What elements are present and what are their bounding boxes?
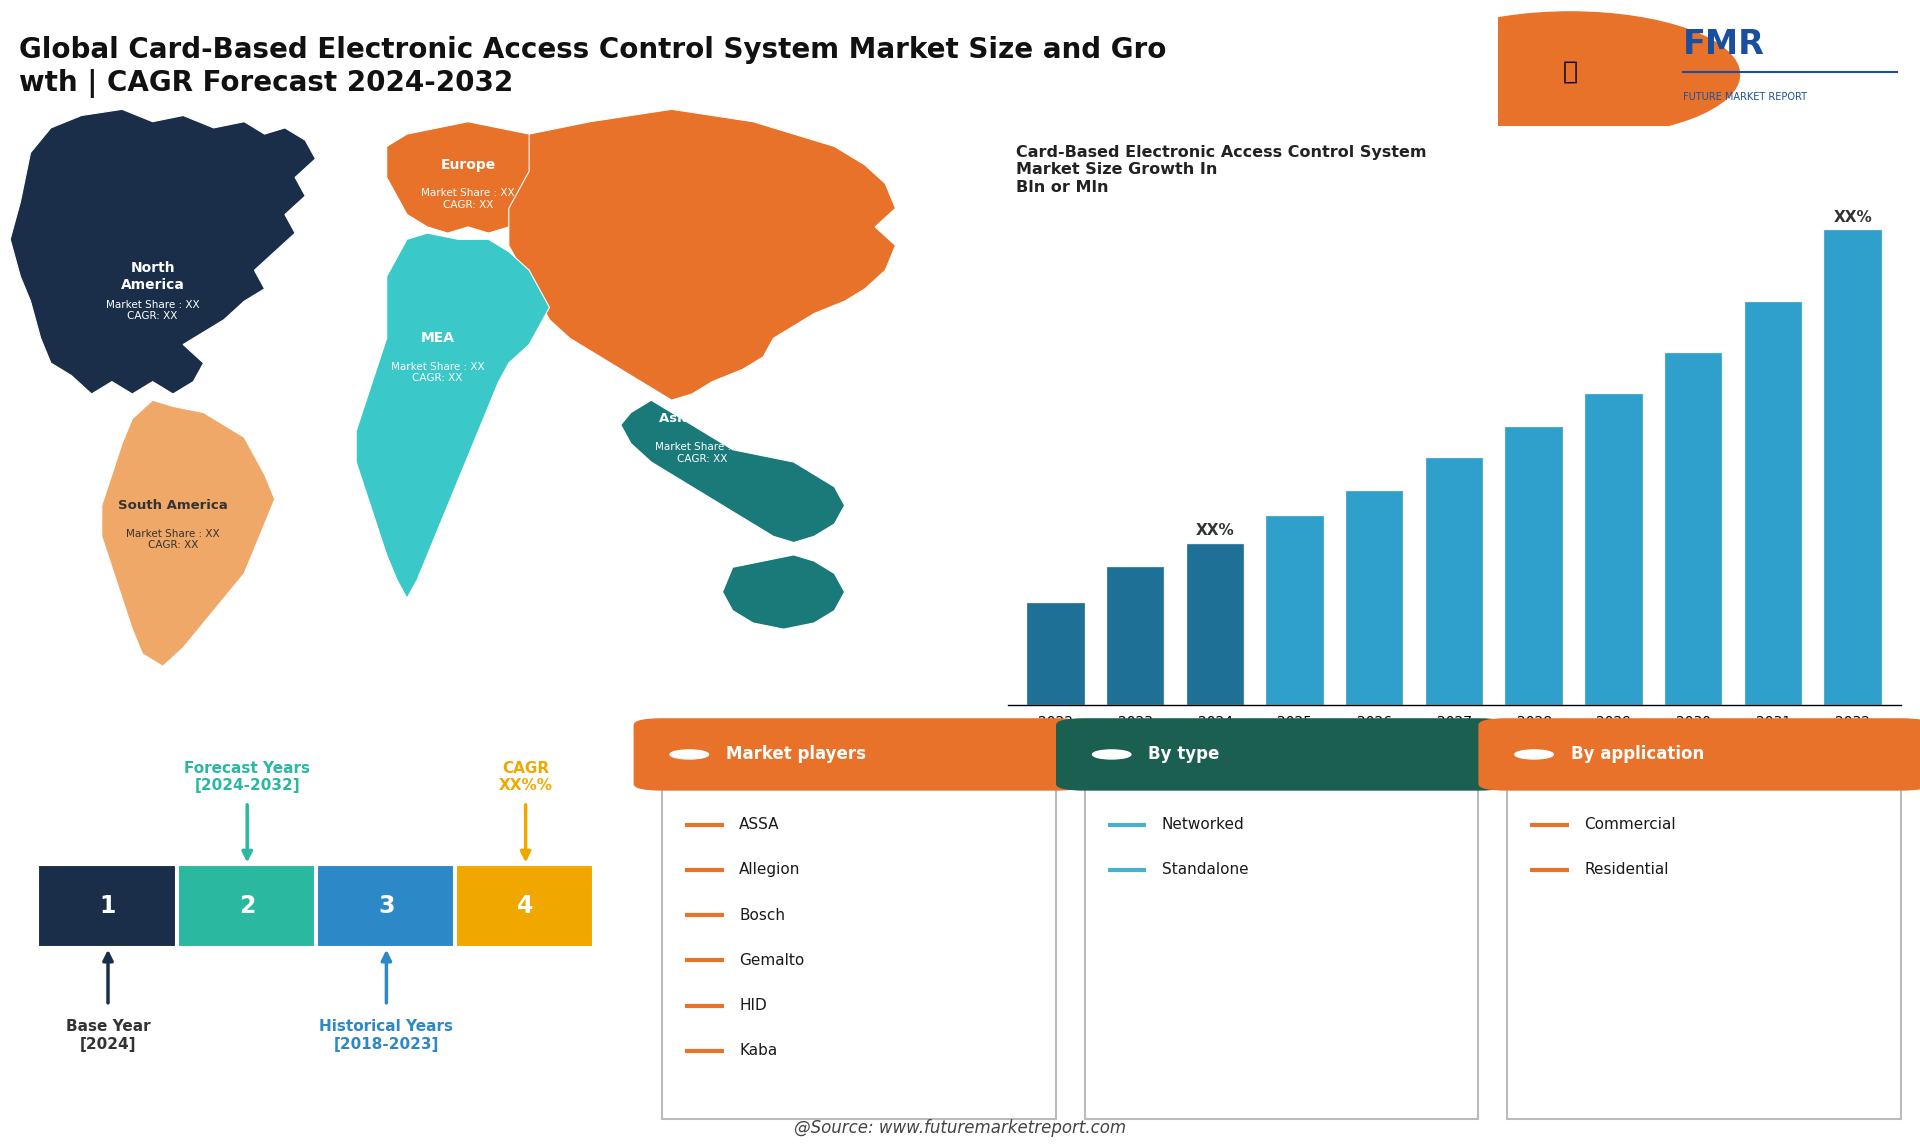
Circle shape — [670, 749, 708, 759]
Bar — [1027, 603, 1085, 705]
Polygon shape — [722, 555, 845, 629]
Text: Gemalto: Gemalto — [739, 953, 804, 968]
Text: FUTURE MARKET REPORT: FUTURE MARKET REPORT — [1684, 92, 1807, 102]
Text: Kaba: Kaba — [739, 1044, 778, 1059]
Text: Networked: Networked — [1162, 817, 1244, 832]
Text: MEA: MEA — [420, 331, 455, 345]
Text: 3: 3 — [378, 894, 396, 918]
Bar — [1427, 458, 1482, 705]
Bar — [1586, 393, 1642, 705]
Text: Market Share : XX
CAGR: XX: Market Share : XX CAGR: XX — [392, 361, 484, 383]
Text: 4: 4 — [516, 894, 534, 918]
Text: Allegion: Allegion — [739, 863, 801, 878]
Bar — [1267, 516, 1323, 705]
FancyBboxPatch shape — [662, 784, 1056, 1118]
Text: Standalone: Standalone — [1162, 863, 1248, 878]
Polygon shape — [620, 400, 845, 542]
Circle shape — [1515, 749, 1553, 759]
Text: Market players: Market players — [726, 745, 866, 763]
Text: North
America: North America — [121, 261, 184, 291]
Text: Market Share : XX
CAGR: XX: Market Share : XX CAGR: XX — [655, 442, 749, 464]
Bar — [1665, 353, 1722, 705]
Bar — [1824, 230, 1882, 705]
Bar — [1106, 567, 1164, 705]
FancyBboxPatch shape — [1085, 784, 1478, 1118]
FancyBboxPatch shape — [1478, 719, 1920, 791]
Text: Bosch: Bosch — [739, 908, 785, 923]
Text: HID: HID — [739, 998, 766, 1013]
Text: Market Share : XX
CAGR: XX: Market Share : XX CAGR: XX — [106, 299, 200, 321]
Text: XX%: XX% — [1834, 210, 1872, 226]
Text: 🔭: 🔭 — [1563, 60, 1578, 84]
Text: Commercial: Commercial — [1584, 817, 1676, 832]
Polygon shape — [386, 121, 570, 233]
Text: Asia Pacific: Asia Pacific — [659, 413, 745, 425]
FancyBboxPatch shape — [38, 865, 177, 947]
Bar — [1505, 427, 1563, 705]
Text: Base Year
[2024]: Base Year [2024] — [65, 1019, 150, 1052]
Text: 2: 2 — [238, 894, 255, 918]
FancyBboxPatch shape — [455, 865, 593, 947]
FancyBboxPatch shape — [634, 719, 1085, 791]
Text: Card-Based Electronic Access Control System
Market Size Growth In
Bln or Mln: Card-Based Electronic Access Control Sys… — [1016, 146, 1427, 195]
FancyBboxPatch shape — [177, 865, 315, 947]
Text: XX%: XX% — [1196, 524, 1235, 539]
Polygon shape — [357, 233, 549, 598]
Text: FMR: FMR — [1684, 29, 1764, 61]
Polygon shape — [102, 400, 275, 666]
Text: CAGR
XX%%: CAGR XX%% — [499, 761, 553, 793]
Text: Market Share : XX
CAGR: XX: Market Share : XX CAGR: XX — [420, 188, 515, 210]
Text: Global Card-Based Electronic Access Control System Market Size and Gro
wth | CAG: Global Card-Based Electronic Access Cont… — [19, 37, 1167, 97]
FancyBboxPatch shape — [317, 865, 453, 947]
Bar — [1346, 490, 1404, 705]
Polygon shape — [509, 109, 895, 400]
Text: South America: South America — [119, 499, 228, 512]
Bar — [1187, 543, 1244, 705]
Circle shape — [1402, 11, 1740, 138]
Text: Historical Years
[2018-2023]: Historical Years [2018-2023] — [319, 1019, 453, 1052]
Text: ASSA: ASSA — [739, 817, 780, 832]
Text: 1: 1 — [100, 894, 117, 918]
FancyBboxPatch shape — [1056, 719, 1507, 791]
Bar — [1745, 301, 1803, 705]
FancyBboxPatch shape — [1507, 784, 1901, 1118]
Text: Market Share : XX
CAGR: XX: Market Share : XX CAGR: XX — [127, 528, 219, 550]
Polygon shape — [10, 109, 315, 394]
Text: @Source: www.futuremarketreport.com: @Source: www.futuremarketreport.com — [795, 1118, 1125, 1137]
Text: Forecast Years
[2024-2032]: Forecast Years [2024-2032] — [184, 761, 311, 793]
Circle shape — [1092, 749, 1131, 759]
Text: By type: By type — [1148, 745, 1219, 763]
Text: Europe: Europe — [440, 158, 495, 172]
Text: By application: By application — [1571, 745, 1703, 763]
Text: Residential: Residential — [1584, 863, 1668, 878]
